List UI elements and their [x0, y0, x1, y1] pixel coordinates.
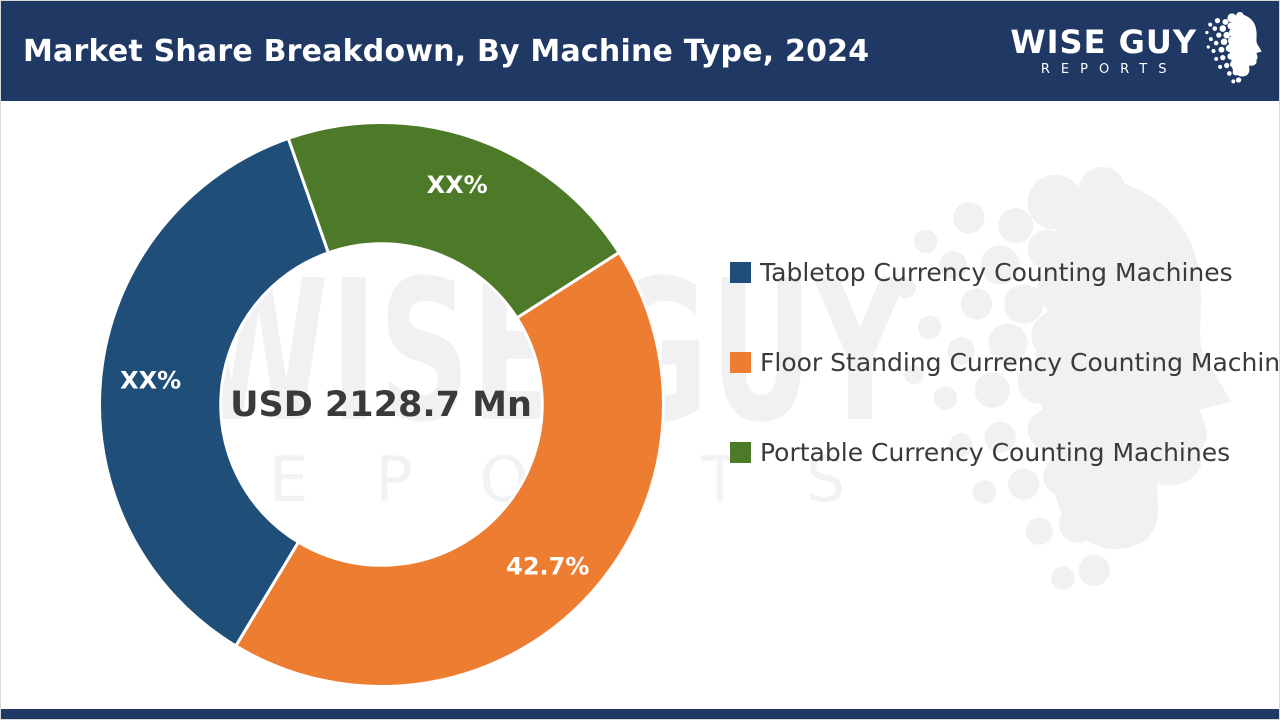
- logo-face-icon: [1205, 12, 1262, 84]
- legend-item-floor-standing: Floor Standing Currency Counting Machine…: [730, 347, 1280, 377]
- donut-chart: XX% 42.7% XX%: [98, 121, 665, 689]
- wise-guy-logo: WISE GUY REPORTS: [1010, 9, 1265, 93]
- logo-text: WISE GUY REPORTS: [1010, 24, 1197, 78]
- logo-reports-text: REPORTS: [1040, 62, 1178, 77]
- legend-item-portable: Portable Currency Counting Machines: [730, 437, 1279, 467]
- slice-label-0: XX%: [120, 367, 181, 395]
- pie-slice-0: [98, 136, 330, 648]
- chart-center-value: USD 2128.7 Mn: [230, 385, 532, 425]
- legend-swatch-blue-icon: [730, 261, 751, 283]
- pie-slice-2: [286, 121, 621, 320]
- slice-label-2: XX%: [427, 171, 488, 199]
- slice-label-1: 42.7%: [506, 552, 589, 580]
- legend-label: Tabletop Currency Counting Machines: [760, 257, 1233, 287]
- logo-wordmark: WISE GUY: [1010, 23, 1197, 61]
- header-bar: Market Share Breakdown, By Machine Type,…: [1, 1, 1279, 101]
- legend-item-tabletop: Tabletop Currency Counting Machines: [730, 257, 1279, 287]
- legend-swatch-green-icon: [730, 441, 751, 463]
- legend-label: Portable Currency Counting Machines: [760, 437, 1231, 467]
- legend-label: Floor Standing Currency Counting Machine…: [760, 347, 1280, 377]
- page-title: Market Share Breakdown, By Machine Type,…: [23, 33, 870, 69]
- pie-slice-1: [234, 250, 665, 689]
- legend-swatch-orange-icon: [730, 351, 751, 373]
- chart-legend: Tabletop Currency Counting Machines Floo…: [730, 257, 1280, 527]
- footer-bar: [1, 709, 1279, 719]
